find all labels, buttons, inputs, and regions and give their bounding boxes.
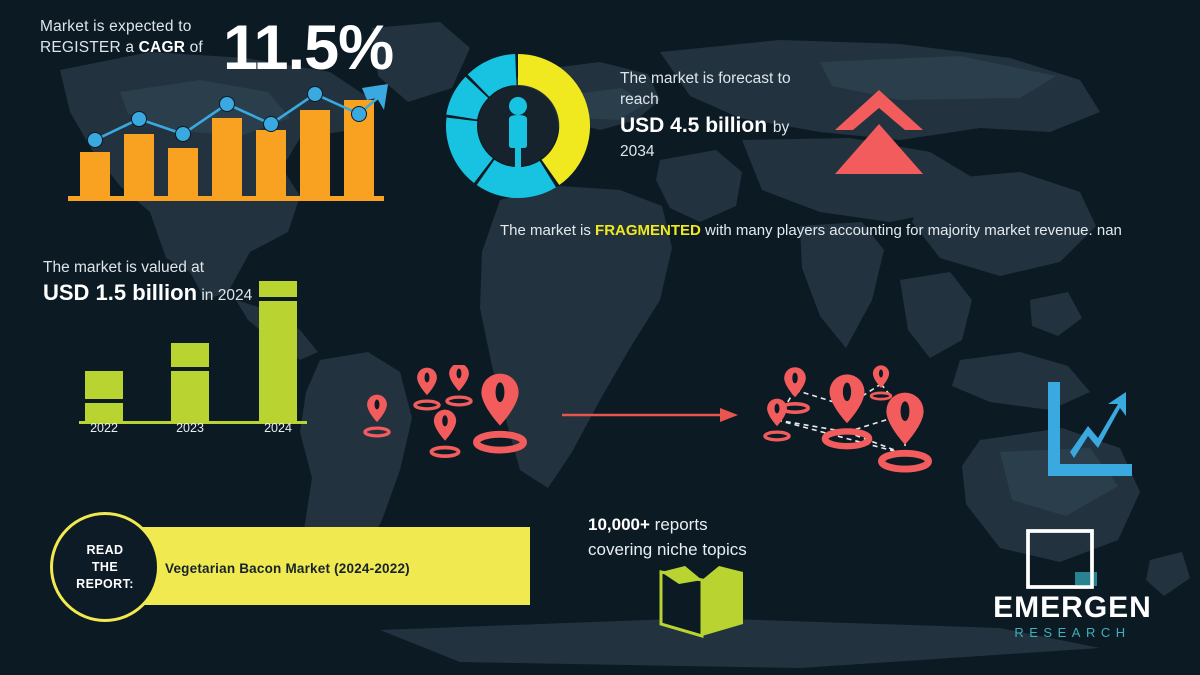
valuation-line-1: The market is valued at: [43, 259, 205, 276]
forecast-by-word: by: [772, 119, 790, 136]
fragmentation-pre: The market is: [500, 222, 596, 239]
person-icon: [509, 97, 527, 168]
valuation-suffix: in 2024: [197, 287, 253, 304]
cta-line-2: THE: [91, 559, 119, 574]
bar-label-2023: 2023: [176, 421, 204, 435]
read-the-report-label: READ THE REPORT:: [76, 542, 134, 593]
cagr-keyword: CAGR: [138, 39, 186, 56]
cagr-text-block: Market is expected to REGISTER a CAGR of: [40, 16, 203, 58]
cagr-trend-bar-chart: [62, 78, 392, 213]
bar-label-2022: 2022: [90, 421, 118, 435]
growth-chart-arrow-icon: [1040, 380, 1135, 480]
forecast-value: USD 4.5 billion by: [620, 112, 850, 141]
valuation-text-block: The market is valued at USD 1.5 billion …: [43, 257, 252, 310]
reports-count-word: reports: [649, 515, 708, 534]
valuation-value: USD 1.5 billion: [43, 280, 198, 305]
forecast-line-1: The market is forecast to: [620, 70, 791, 87]
cagr-value: 11.5%: [223, 13, 394, 83]
cagr-line-2-post: of: [185, 39, 203, 56]
cta-line-1: READ: [86, 542, 124, 557]
cagr-line-2-pre: REGISTER a: [40, 39, 139, 56]
cagr-line-2: REGISTER a CAGR of: [40, 37, 203, 58]
double-chevron-up-icon: [833, 88, 925, 176]
cta-line-3: REPORT:: [76, 576, 134, 591]
emergen-research-logo: EMERGEN RESEARCH: [985, 528, 1160, 646]
logo-wordmark: EMERGEN: [993, 591, 1152, 624]
fragmentation-post: with many players accounting for majorit…: [700, 222, 1122, 239]
reports-count-number: 10,000+: [588, 515, 650, 534]
market-value-bar-chart: 2022 2023 2024: [75, 275, 315, 445]
read-the-report-button[interactable]: READ THE REPORT:: [50, 512, 160, 622]
market-value-axis-labels: 2022 2023 2024: [75, 421, 315, 441]
open-book-icon: [655, 566, 750, 639]
fragmentation-text: The market is FRAGMENTED with many playe…: [500, 220, 1140, 242]
forecast-value-text: USD 4.5 billion: [620, 114, 768, 137]
cagr-line-1: Market is expected to: [40, 18, 192, 35]
map-pin-icon: [363, 363, 527, 459]
scattered-map-pins-group: [355, 363, 535, 475]
reports-count-text: 10,000+ reports covering niche topics: [588, 512, 747, 562]
market-share-donut: [438, 46, 598, 206]
arrow-right-icon: [560, 400, 740, 430]
report-title[interactable]: Vegetarian Bacon Market (2024-2022): [165, 561, 410, 576]
forecast-year: 2034: [620, 143, 655, 160]
logo-subtitle: RESEARCH: [1014, 625, 1131, 640]
fragmentation-highlight: FRAGMENTED: [595, 222, 701, 239]
square-outline-icon: [1025, 528, 1103, 590]
reports-count-line: 10,000+ reports: [588, 512, 747, 537]
map-pin-icon: [763, 365, 932, 473]
forecast-line-2: reach: [620, 91, 659, 108]
forecast-text-block: The market is forecast to reach USD 4.5 …: [620, 68, 850, 162]
bar-label-2024: 2024: [264, 421, 292, 435]
report-banner[interactable]: [140, 527, 530, 605]
reports-count-sub: covering niche topics: [588, 540, 747, 559]
connected-map-pins-group: [755, 362, 945, 477]
valuation-value-line: USD 1.5 billion in 2024: [43, 279, 252, 310]
